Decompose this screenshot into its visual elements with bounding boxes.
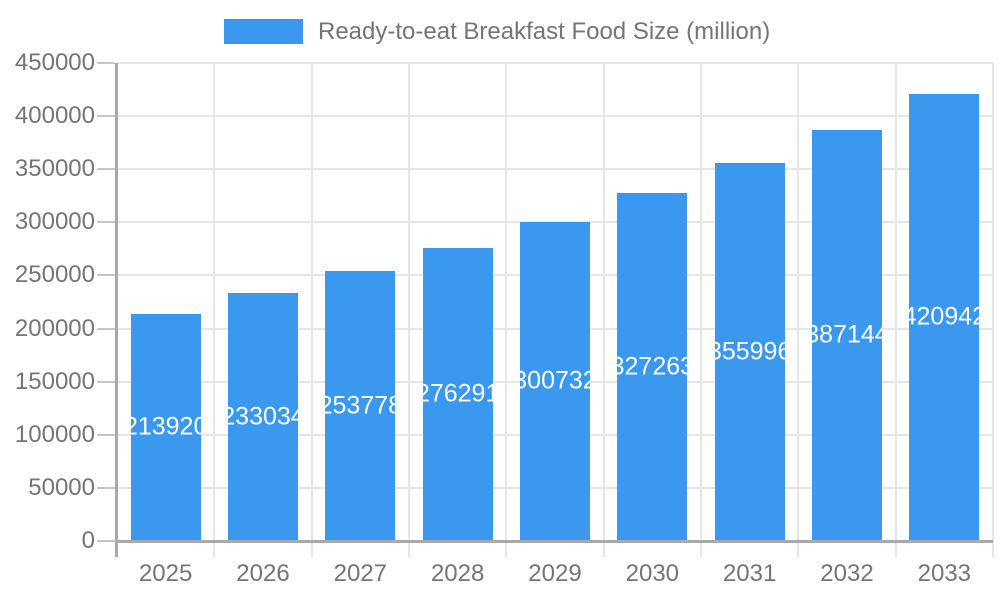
x-axis-tick-label: 2033 xyxy=(917,560,972,587)
x-axis-tick-label: 2026 xyxy=(236,560,290,587)
chart-legend[interactable]: Ready-to-eat Breakfast Food Size (millio… xyxy=(224,19,770,44)
x-gridline xyxy=(213,63,216,557)
bar-2031[interactable]: 355996 xyxy=(714,162,785,541)
bar-value-label: 420942 xyxy=(909,302,980,331)
bar-value-label: 253778 xyxy=(325,391,396,420)
y-axis-tick-label: 250000 xyxy=(14,261,95,289)
y-axis-tick xyxy=(97,168,115,171)
y-gridline xyxy=(117,168,993,171)
x-axis-tick-label: 2030 xyxy=(625,560,680,587)
y-axis-tick xyxy=(97,380,115,383)
y-axis-tick-label: 450000 xyxy=(14,49,95,76)
y-gridline xyxy=(117,62,993,64)
bar-2030[interactable]: 327263 xyxy=(617,193,688,541)
bar-value-label: 327263 xyxy=(617,352,688,381)
bar-2025[interactable]: 213920 xyxy=(130,313,201,541)
legend-label: Ready-to-eat Breakfast Food Size (millio… xyxy=(318,18,771,45)
bar-2032[interactable]: 387144 xyxy=(812,129,882,541)
legend-swatch-icon xyxy=(224,19,303,44)
y-axis-tick xyxy=(97,486,115,489)
x-gridline xyxy=(505,63,508,557)
y-axis-tick-label: 50000 xyxy=(28,473,95,501)
x-gridline xyxy=(700,63,702,557)
bar-2027[interactable]: 253778 xyxy=(325,271,396,541)
bar-value-label: 300732 xyxy=(520,366,590,395)
y-axis-tick-label: 400000 xyxy=(14,102,95,130)
bar-value-label: 355996 xyxy=(714,337,785,366)
bar-value-label: 387144 xyxy=(812,320,882,349)
y-axis-tick-label: 300000 xyxy=(14,208,95,236)
y-axis-tick-label: 200000 xyxy=(14,314,95,342)
bar-2033[interactable]: 420942 xyxy=(909,93,980,541)
bar-value-label: 213920 xyxy=(130,412,201,441)
x-gridline xyxy=(310,63,313,557)
x-gridline xyxy=(797,63,800,557)
y-axis-tick-label: 150000 xyxy=(14,367,95,395)
x-gridline xyxy=(408,63,410,557)
y-axis-tick xyxy=(97,221,115,224)
bar-2026[interactable]: 233034 xyxy=(228,293,298,541)
y-axis-tick xyxy=(97,115,115,118)
y-axis-tick xyxy=(97,327,115,330)
y-axis-tick xyxy=(97,62,115,64)
y-axis-tick-label: 0 xyxy=(81,527,95,554)
x-axis-tick-label: 2025 xyxy=(138,560,193,587)
x-gridline xyxy=(992,63,994,557)
y-axis-tick xyxy=(97,274,115,277)
bar-value-label: 233034 xyxy=(228,402,298,431)
x-gridline xyxy=(894,63,897,557)
x-axis-tick-label: 2031 xyxy=(722,560,777,587)
y-axis-tick-label: 350000 xyxy=(14,155,95,183)
y-axis-tick-label: 100000 xyxy=(14,420,95,448)
x-axis-tick-label: 2028 xyxy=(430,560,485,587)
x-axis-tick-label: 2029 xyxy=(528,560,582,587)
bar-2028[interactable]: 276291 xyxy=(422,247,493,541)
y-axis-tick xyxy=(97,433,115,436)
bar-2029[interactable]: 300732 xyxy=(520,221,590,541)
x-axis-line xyxy=(115,540,993,543)
x-gridline xyxy=(602,63,605,557)
y-axis-line xyxy=(115,63,118,557)
x-axis-tick-label: 2027 xyxy=(333,560,388,587)
y-gridline xyxy=(117,115,993,118)
y-axis-tick xyxy=(97,540,115,542)
x-axis-tick-label: 2032 xyxy=(820,560,874,587)
bar-value-label: 276291 xyxy=(422,379,493,408)
